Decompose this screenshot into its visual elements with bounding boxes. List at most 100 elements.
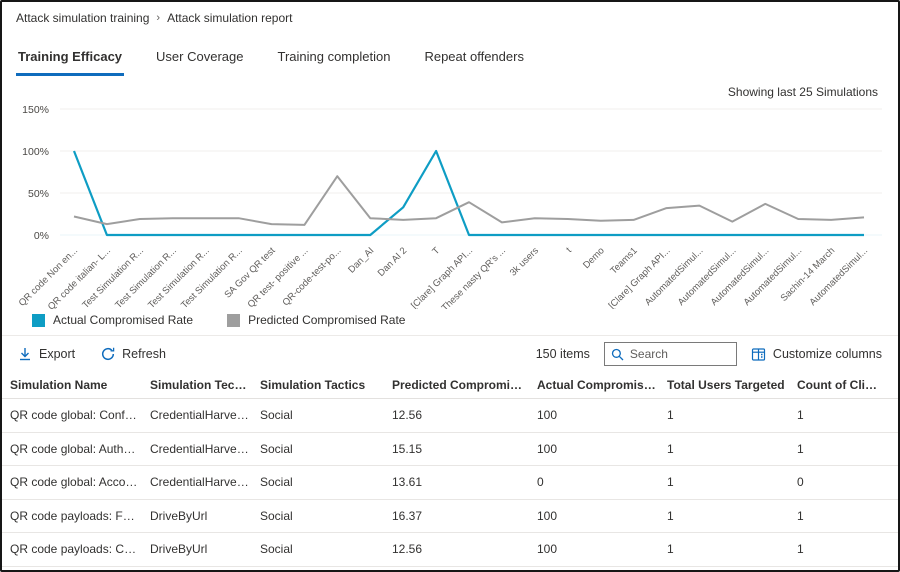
table-cell: Social: [260, 441, 293, 456]
efficacy-chart-wrap: 150% 100% 50% 0% QR code Non en... QR cod…: [2, 101, 898, 314]
refresh-label: Refresh: [122, 347, 166, 361]
legend-label-predicted: Predicted Compromised Rate: [248, 313, 406, 327]
table-cell: 0: [537, 475, 544, 490]
chart-legend: Actual Compromised Rate Predicted Compro…: [2, 309, 898, 336]
x-axis-label: Test Simulation R...: [80, 245, 146, 309]
x-axis-label: Demo: [581, 245, 607, 271]
x-axis-label: QR test- positive ...: [246, 245, 311, 309]
refresh-icon: [102, 347, 115, 360]
y-tick-0: 0%: [34, 230, 49, 242]
chart-caption: Showing last 25 Simulations: [727, 85, 878, 99]
table-row[interactable]: QR code payloads: Confere...DriveByUrl So…: [2, 533, 898, 567]
col-simulation-name[interactable]: Simulation Name: [10, 378, 108, 392]
table-cell: 1: [797, 408, 804, 423]
table-cell: 1: [667, 542, 674, 557]
tab-user-coverage[interactable]: User Coverage: [156, 49, 244, 64]
customize-columns-button[interactable]: Customize columns: [751, 347, 882, 362]
table-cell: 0: [797, 475, 804, 490]
table-cell: 13.61: [392, 475, 423, 490]
search-input[interactable]: [629, 347, 720, 361]
table-header-row: Simulation Name Simulation Technique Sim…: [2, 372, 898, 399]
simulations-table: Simulation Name Simulation Technique Sim…: [2, 372, 898, 567]
y-tick-150: 150%: [22, 104, 49, 116]
customize-columns-icon: [751, 347, 766, 361]
table-row[interactable]: QR code global: Authentic... CredentialHa…: [2, 433, 898, 466]
actual-rate-swatch: [32, 313, 45, 327]
x-axis-label: t: [564, 245, 574, 255]
table-cell: Social: [260, 508, 293, 523]
x-axis-label: QR-code-test-po...: [280, 245, 343, 308]
table-cell: Social: [260, 408, 293, 423]
series-lines: [72, 149, 865, 237]
table-cell: 1: [667, 508, 674, 523]
x-axis-label: Dan AI 2: [376, 245, 410, 279]
table-cell: 1: [797, 508, 804, 523]
breadcrumb: Attack simulation training › Attack simu…: [2, 2, 898, 25]
tab-repeat-offenders[interactable]: Repeat offenders: [424, 49, 524, 64]
col-predicted-rate[interactable]: Predicted Compromised Rate: [392, 378, 537, 392]
table-cell: QR code global: Account S...: [10, 475, 150, 490]
table-cell: 100: [537, 508, 558, 523]
x-axis-labels: QR code Non en...QR code italian- L...Te…: [17, 245, 870, 314]
table-cell: CredentialHarvesting: [150, 441, 260, 456]
table-cell: 100: [537, 408, 558, 423]
table-cell: 15.15: [392, 441, 423, 456]
efficacy-chart: 150% 100% 50% 0% QR code Non en...QR cod…: [17, 104, 882, 314]
table-cell: CredentialHarvesting: [150, 408, 260, 423]
x-axis-label: [Clare] Graph API...: [607, 245, 673, 309]
x-axis-label: AutomatedSimul...: [643, 245, 706, 308]
y-tick-50: 50%: [28, 188, 49, 200]
y-tick-100: 100%: [22, 146, 49, 158]
table-cell: CredentialHarvesting: [150, 475, 260, 490]
table-cell: QR code global: Conferenc...: [10, 408, 150, 423]
breadcrumb-attack-simulation-report: Attack simulation report: [167, 11, 293, 25]
tab-training-efficacy[interactable]: Training Efficacy: [16, 45, 125, 76]
table-cell: 100: [537, 441, 558, 456]
x-axis-label: [Clare] Graph API...: [409, 245, 475, 309]
items-count: 150 items: [535, 347, 590, 361]
col-clicked-users[interactable]: Count of Clicked Users: [797, 378, 890, 392]
table-toolbar: Export Refresh 150 items Cu: [2, 336, 898, 372]
table-cell: DriveByUrl: [150, 508, 208, 523]
export-label: Export: [39, 347, 76, 361]
col-total-users[interactable]: Total Users Targeted: [667, 378, 785, 392]
table-cell: 16.37: [392, 508, 423, 523]
table-cell: QR code payloads: False Ch...: [10, 508, 150, 523]
download-icon: [20, 348, 30, 361]
actual-rate-line: [72, 149, 864, 237]
breadcrumb-attack-simulation-training[interactable]: Attack simulation training: [16, 11, 150, 25]
table-row[interactable]: QR code payloads: False Ch...DriveByUrl S…: [2, 500, 898, 533]
table-cell: 1: [667, 408, 674, 423]
table-cell: DriveByUrl: [150, 542, 208, 557]
col-simulation-technique[interactable]: Simulation Technique: [150, 378, 260, 392]
chevron-right-icon: ›: [156, 12, 161, 24]
tab-training-completion[interactable]: Training completion: [277, 49, 391, 64]
table-cell: 1: [797, 542, 804, 557]
x-axis-label: AutomatedSimul...: [709, 245, 772, 308]
x-axis-label: T: [430, 245, 442, 257]
legend-item-predicted: Predicted Compromised Rate: [227, 313, 405, 327]
legend-label-actual: Actual Compromised Rate: [53, 313, 194, 327]
col-simulation-tactics[interactable]: Simulation Tactics: [260, 378, 366, 392]
search-box[interactable]: [603, 342, 737, 366]
x-axis-label: AutomatedSimul...: [807, 245, 870, 308]
x-axis-label: Test Simulation R...: [146, 245, 212, 309]
export-button[interactable]: Export: [18, 347, 75, 361]
y-axis-ticks: 150% 100% 50% 0%: [22, 104, 49, 242]
table-cell: Social: [260, 542, 293, 557]
toolbar-right: 150 items Customize columns: [536, 342, 882, 366]
x-axis-label: Test Simulation R...: [113, 245, 179, 309]
col-actual-rate[interactable]: Actual Compromised Rate: [537, 378, 667, 392]
x-axis-label: QR code Non en...: [17, 245, 80, 308]
x-axis-label: Test Simulation R...: [179, 245, 245, 309]
table-row[interactable]: QR code global: Account S... CredentialHa…: [2, 466, 898, 500]
table-row[interactable]: QR code global: Conferenc... CredentialHa…: [2, 399, 898, 433]
table-cell: QR code global: Authentic...: [10, 441, 150, 456]
x-axis-label: AutomatedSimul...: [742, 245, 805, 308]
customize-columns-label: Customize columns: [772, 347, 882, 361]
refresh-button[interactable]: Refresh: [101, 347, 166, 361]
table-body: QR code global: Conferenc... CredentialHa…: [2, 399, 898, 567]
table-cell: QR code payloads: Confere...: [10, 542, 150, 557]
table-cell: 12.56: [392, 408, 423, 423]
